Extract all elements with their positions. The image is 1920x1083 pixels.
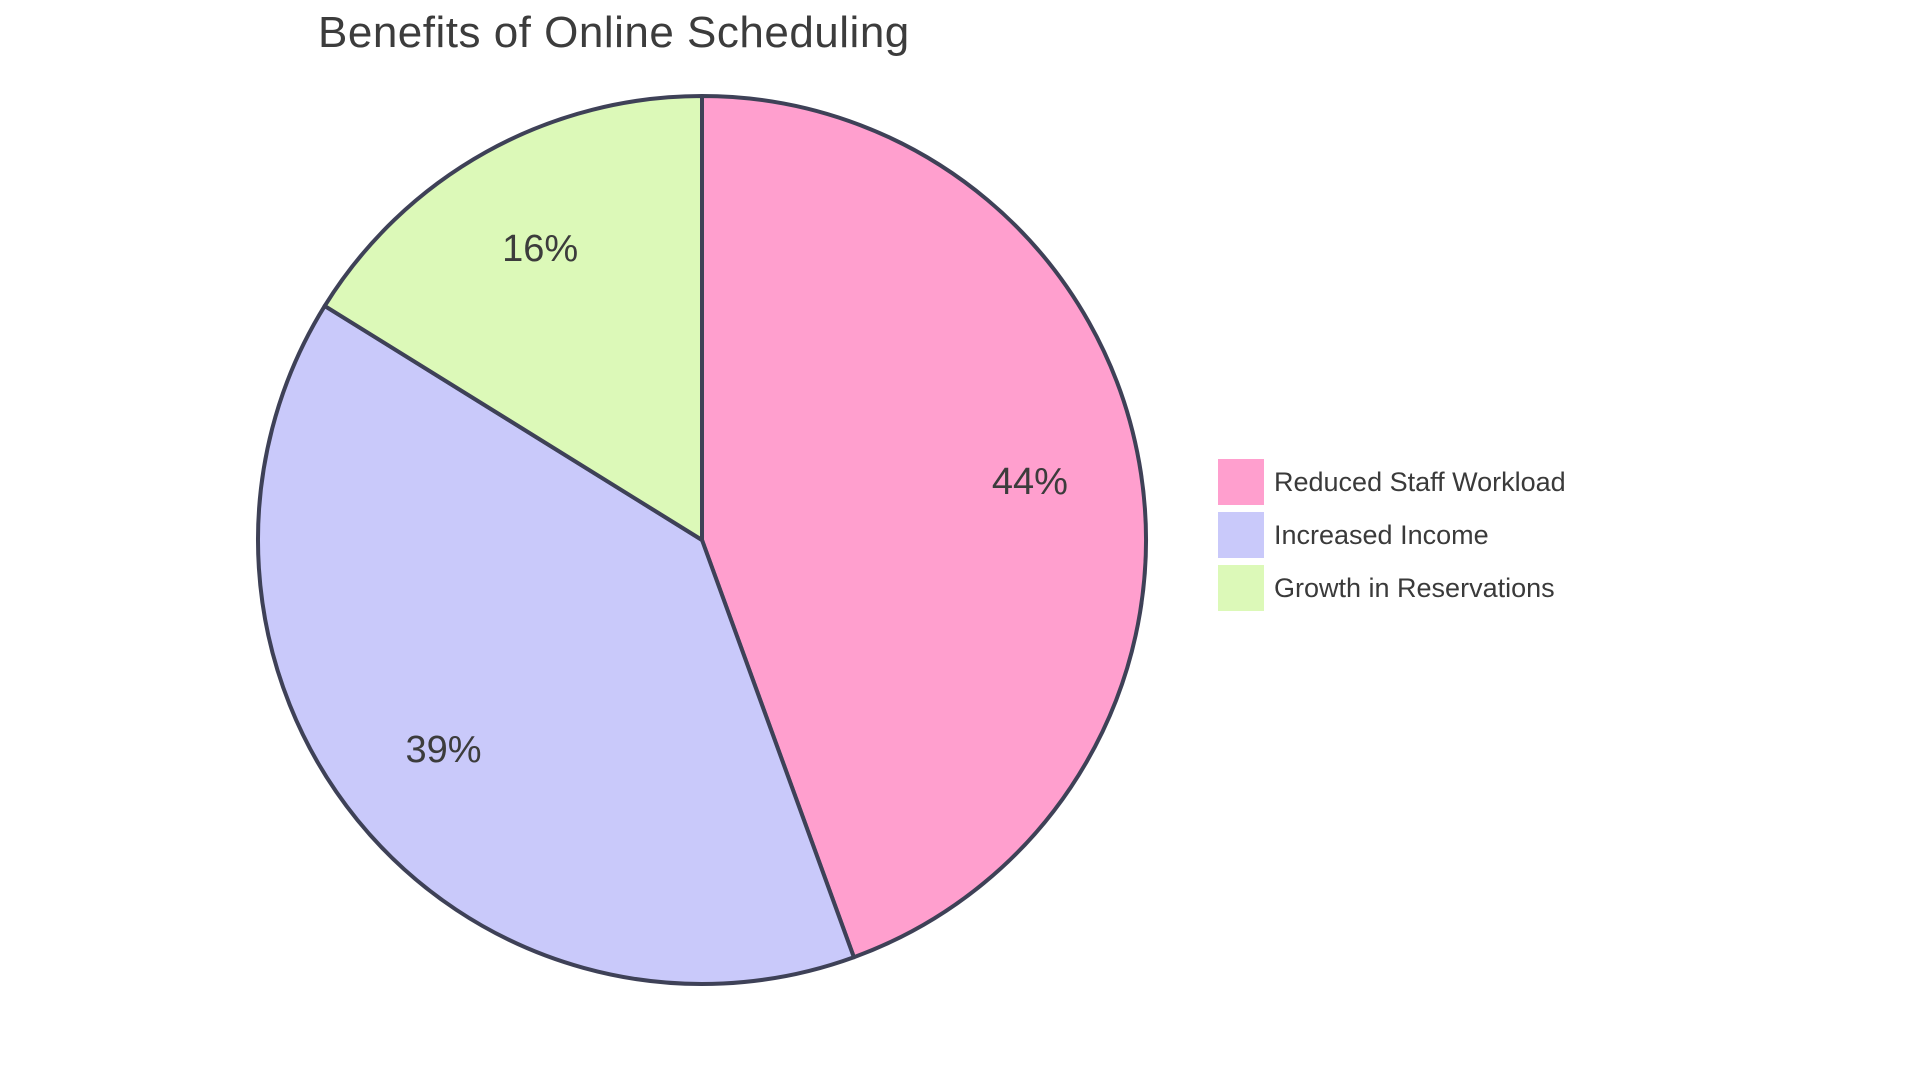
pie-pct-label-increased-income: 39% — [405, 729, 481, 771]
pie-pct-label-growth-in-reservations: 16% — [502, 228, 578, 270]
pie-slice-growth-in-reservations — [322, 94, 704, 542]
legend-item-reduced-staff-workload: Reduced Staff Workload — [1218, 459, 1566, 505]
legend-label: Reduced Staff Workload — [1274, 466, 1566, 497]
chart-title: Benefits of Online Scheduling — [318, 8, 910, 57]
legend-swatch-growth-in-reservations — [1218, 565, 1264, 611]
legend-label: Increased Income — [1274, 519, 1489, 550]
pie-slice-reduced-staff-workload — [700, 94, 1148, 960]
legend-item-increased-income: Increased Income — [1218, 512, 1566, 558]
legend: Reduced Staff Workload Increased Income … — [1218, 459, 1566, 611]
legend-swatch-increased-income — [1218, 512, 1264, 558]
pie-pct-label-reduced-staff-workload: 44% — [992, 461, 1068, 503]
legend-item-growth-in-reservations: Growth in Reservations — [1218, 565, 1566, 611]
pie-slice-increased-income — [256, 303, 856, 986]
legend-label: Growth in Reservations — [1274, 572, 1555, 603]
legend-swatch-reduced-staff-workload — [1218, 459, 1264, 505]
